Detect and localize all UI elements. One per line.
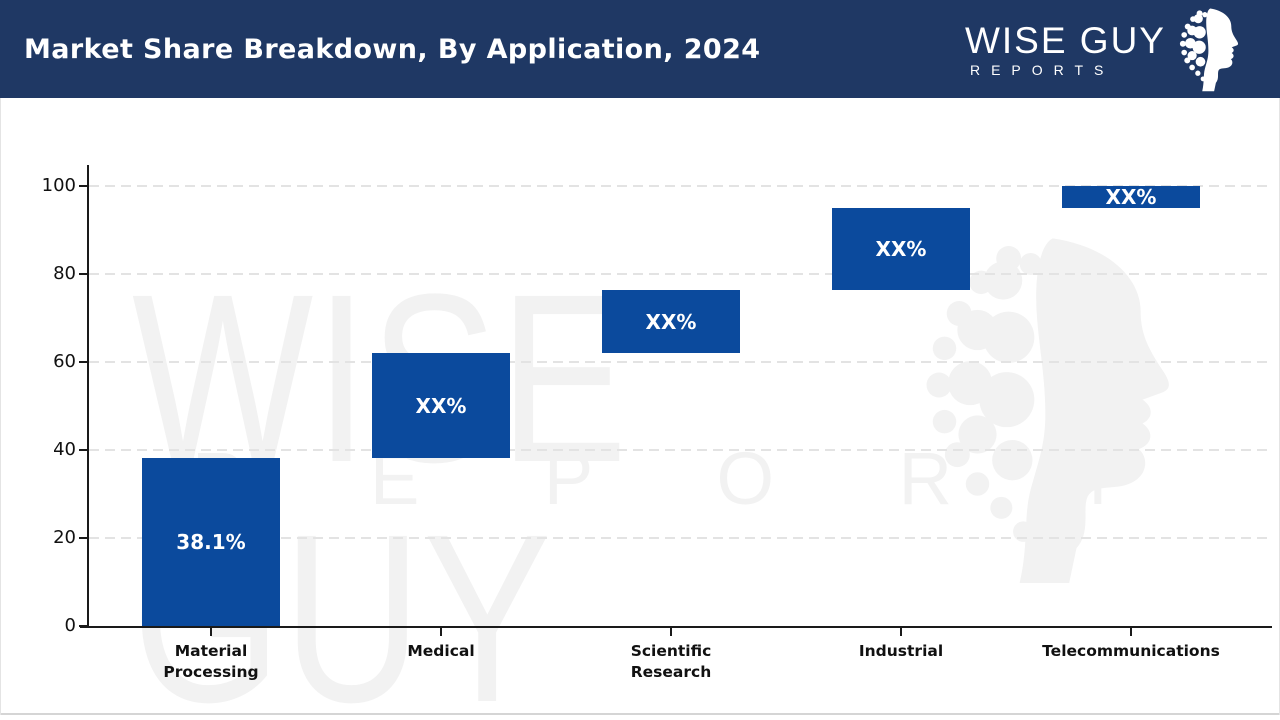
bar-value-label-telecommunications: XX%: [1105, 184, 1157, 209]
y-tick-label-80: 80: [53, 262, 76, 284]
bottom-border-line: [0, 713, 1280, 715]
bar-value-label-industrial: XX%: [875, 236, 927, 261]
y-tick-label-60: 60: [53, 350, 76, 372]
y-tick-mark-80: [79, 272, 88, 275]
bar-industrial: XX%: [832, 207, 970, 291]
gridline-y-80: [89, 272, 1270, 275]
x-tick-mark-medical: [440, 628, 442, 636]
logo-wiseguy-text: WISE GUY: [964, 19, 1166, 61]
x-category-label-telecommunications: Telecommunications: [1042, 642, 1220, 660]
x-tick-mark-scientific-research: [670, 628, 672, 636]
logo-reports-text: REPORTS: [969, 61, 1115, 78]
x-tick-mark-industrial: [900, 628, 902, 636]
bar-value-label-scientific-research: XX%: [645, 309, 697, 334]
y-tick-mark-20: [79, 536, 88, 539]
header-bar: Market Share Breakdown, By Application, …: [0, 0, 1280, 98]
x-tick-mark-telecommunications: [1130, 628, 1132, 636]
x-category-label-scientific-research: Scientific Research: [630, 642, 712, 681]
left-border-line: [0, 98, 1, 715]
gridline-y-20: [89, 536, 1270, 539]
y-tick-label-40: 40: [53, 438, 76, 460]
y-tick-label-100: 100: [41, 174, 76, 196]
x-category-label-material-processing: Material Processing: [163, 642, 259, 681]
wise-guy-logo: WISE GUY REPORTS: [965, 5, 1256, 93]
y-axis-spine: [87, 165, 89, 628]
logo-text: WISE GUY REPORTS: [965, 22, 1166, 77]
x-tick-mark-material-processing: [210, 628, 212, 636]
x-axis-spine: [80, 626, 1272, 628]
bar-material-processing: 38.1%: [142, 458, 280, 626]
y-tick-mark-40: [79, 448, 88, 451]
gridline-y-40: [89, 448, 1270, 451]
x-category-label-medical: Medical: [407, 642, 475, 660]
y-tick-label-0: 0: [64, 615, 76, 636]
y-tick-label-20: 20: [53, 526, 76, 548]
x-category-label-industrial: Industrial: [858, 642, 944, 660]
bar-telecommunications: XX%: [1062, 184, 1200, 209]
gridline-y-60: [89, 360, 1270, 363]
bar-value-label-material-processing: 38.1%: [176, 530, 246, 555]
y-tick-mark-100: [79, 184, 88, 187]
logo-head-icon: [1152, 5, 1256, 93]
bar-scientific-research: XX%: [602, 290, 740, 354]
gridline-y-100: [89, 184, 1270, 187]
figure-title: Market Share Breakdown, By Application, …: [24, 33, 761, 65]
bar-medical: XX%: [372, 353, 510, 459]
y-tick-mark-60: [79, 360, 88, 363]
bar-value-label-medical: XX%: [415, 393, 467, 418]
